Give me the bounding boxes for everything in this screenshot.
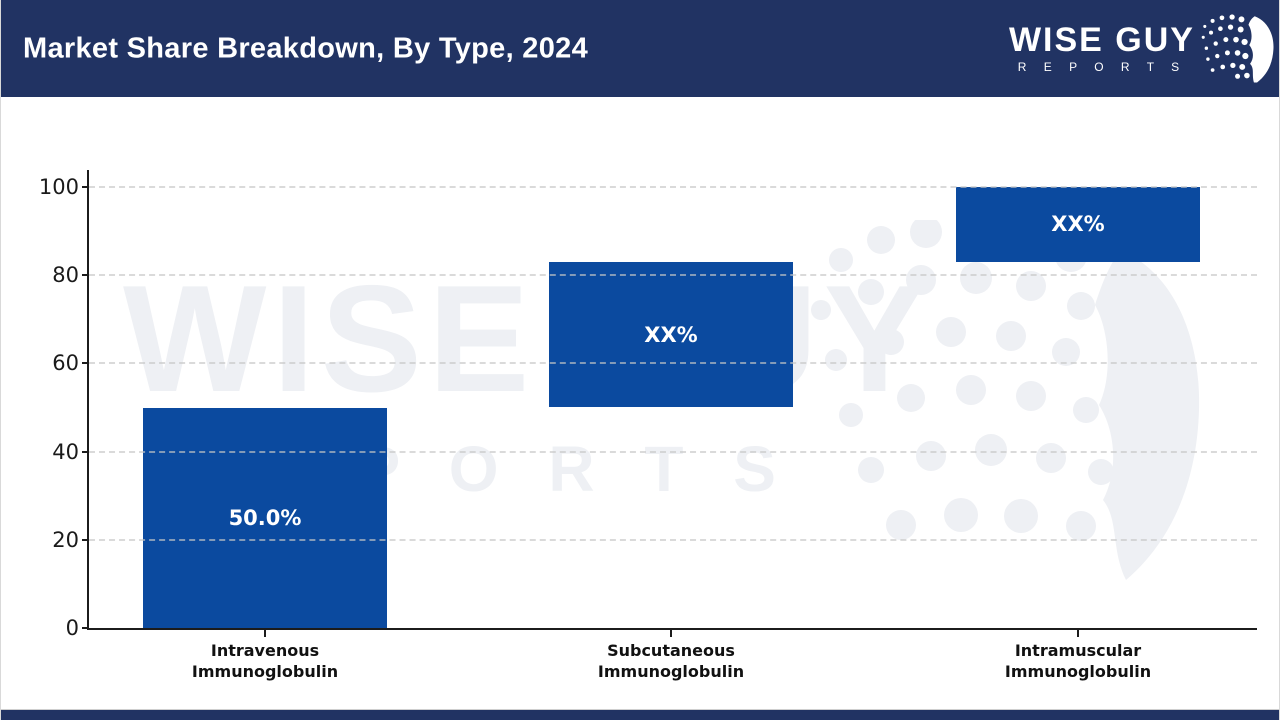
y-tick-label: 20 <box>52 527 79 552</box>
x-tick-mark <box>264 630 266 637</box>
x-category-label-line: Subcutaneous <box>607 641 735 660</box>
gridline <box>89 538 1257 541</box>
chart-title: Market Share Breakdown, By Type, 2024 <box>23 32 589 64</box>
y-tick-mark <box>82 274 89 277</box>
gridline <box>89 450 1257 453</box>
y-tick-label: 40 <box>52 439 79 464</box>
y-tick-mark <box>82 186 89 188</box>
header-bar: Market Share Breakdown, By Type, 2024 WI… <box>1 0 1279 97</box>
y-tick-label: 80 <box>52 263 79 288</box>
y-tick-label: 100 <box>38 175 79 199</box>
y-tick-label: 60 <box>52 351 79 376</box>
x-category-label-line: Intramuscular <box>1014 641 1142 660</box>
y-tick-mark <box>82 450 89 453</box>
bar-value-label: XX% <box>1051 212 1105 237</box>
wise-guy-reports-logo: WISE GUY R E P O R T S <box>1009 0 1275 97</box>
logo-wordmark: WISE GUY <box>1008 20 1195 59</box>
x-category-label: Intramuscular Immunoglobulin <box>1005 640 1151 682</box>
y-tick-mark <box>82 538 89 541</box>
y-tick-mark <box>82 362 89 365</box>
logo-text: WISE GUY R E P O R T S <box>1009 23 1195 75</box>
gridline <box>89 186 1257 188</box>
x-category-label-line: Immunoglobulin <box>597 662 745 681</box>
logo-subtext: R E P O R T S <box>1017 59 1187 74</box>
x-tick-mark <box>1077 630 1079 637</box>
footer-bar <box>1 709 1279 720</box>
y-tick-label: 0 <box>65 616 79 640</box>
x-category-label-line: Immunoglobulin <box>1004 662 1152 681</box>
gridline <box>89 362 1257 365</box>
x-category-label: Subcutaneous Immunoglobulin <box>598 640 744 682</box>
gridline <box>89 274 1257 277</box>
x-category-label: Intravenous Immunoglobulin <box>192 640 338 682</box>
y-tick-mark <box>82 627 89 629</box>
x-axis-line <box>87 628 1257 630</box>
bar-segment <box>549 261 793 408</box>
bar-value-label: 50.0% <box>228 505 302 530</box>
logo-dotted-head-icon <box>1201 13 1274 83</box>
bar-segment <box>143 407 387 628</box>
x-category-label-line: Immunoglobulin <box>191 662 339 681</box>
x-category-label-line: Intravenous <box>210 641 320 660</box>
x-tick-mark <box>670 630 672 637</box>
y-axis-line <box>87 170 89 630</box>
bar-value-label: XX% <box>644 322 698 347</box>
